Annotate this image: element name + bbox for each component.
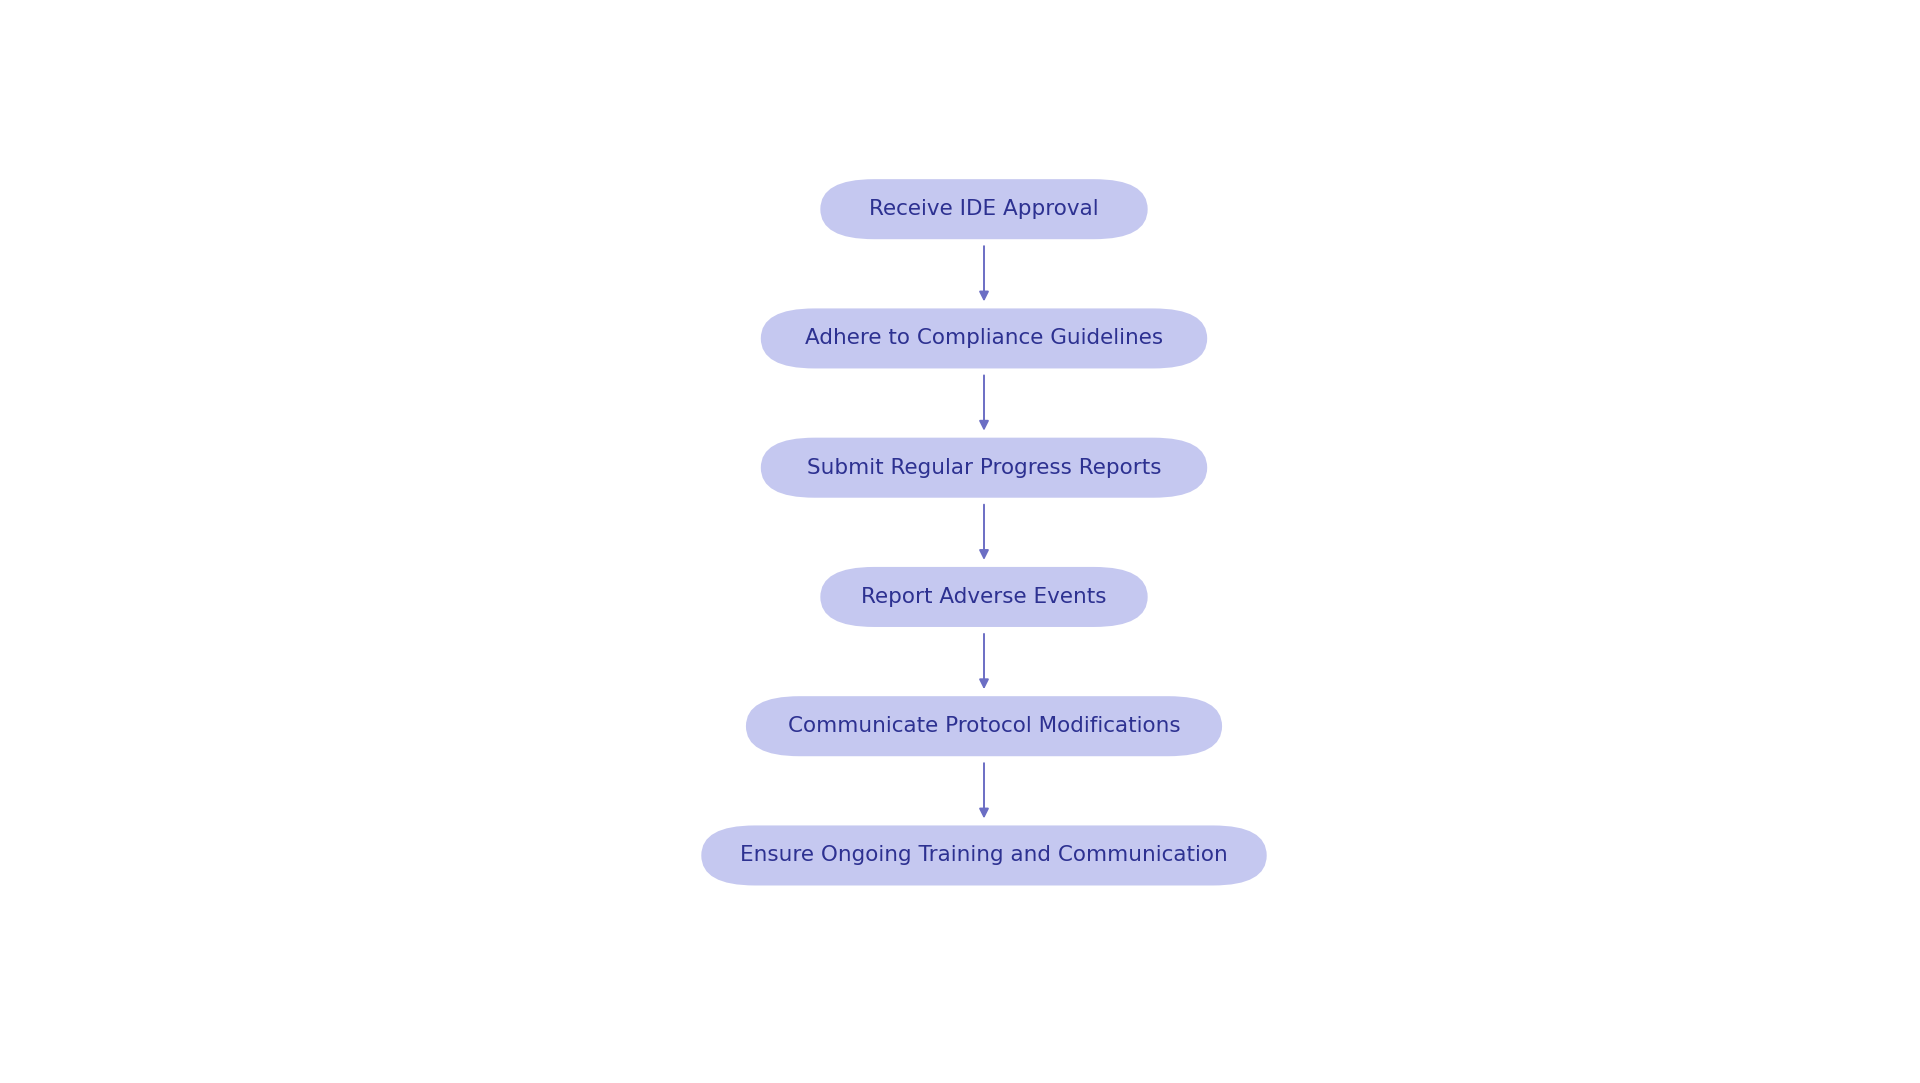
FancyBboxPatch shape xyxy=(820,566,1148,627)
Text: Report Adverse Events: Report Adverse Events xyxy=(862,587,1106,606)
FancyBboxPatch shape xyxy=(760,438,1208,498)
Text: Adhere to Compliance Guidelines: Adhere to Compliance Guidelines xyxy=(804,328,1164,349)
FancyBboxPatch shape xyxy=(760,309,1208,368)
FancyBboxPatch shape xyxy=(745,696,1221,756)
FancyBboxPatch shape xyxy=(701,825,1267,886)
FancyBboxPatch shape xyxy=(820,179,1148,239)
Text: Communicate Protocol Modifications: Communicate Protocol Modifications xyxy=(787,716,1181,736)
Text: Ensure Ongoing Training and Communication: Ensure Ongoing Training and Communicatio… xyxy=(739,846,1229,865)
Text: Receive IDE Approval: Receive IDE Approval xyxy=(870,199,1098,219)
Text: Submit Regular Progress Reports: Submit Regular Progress Reports xyxy=(806,458,1162,478)
